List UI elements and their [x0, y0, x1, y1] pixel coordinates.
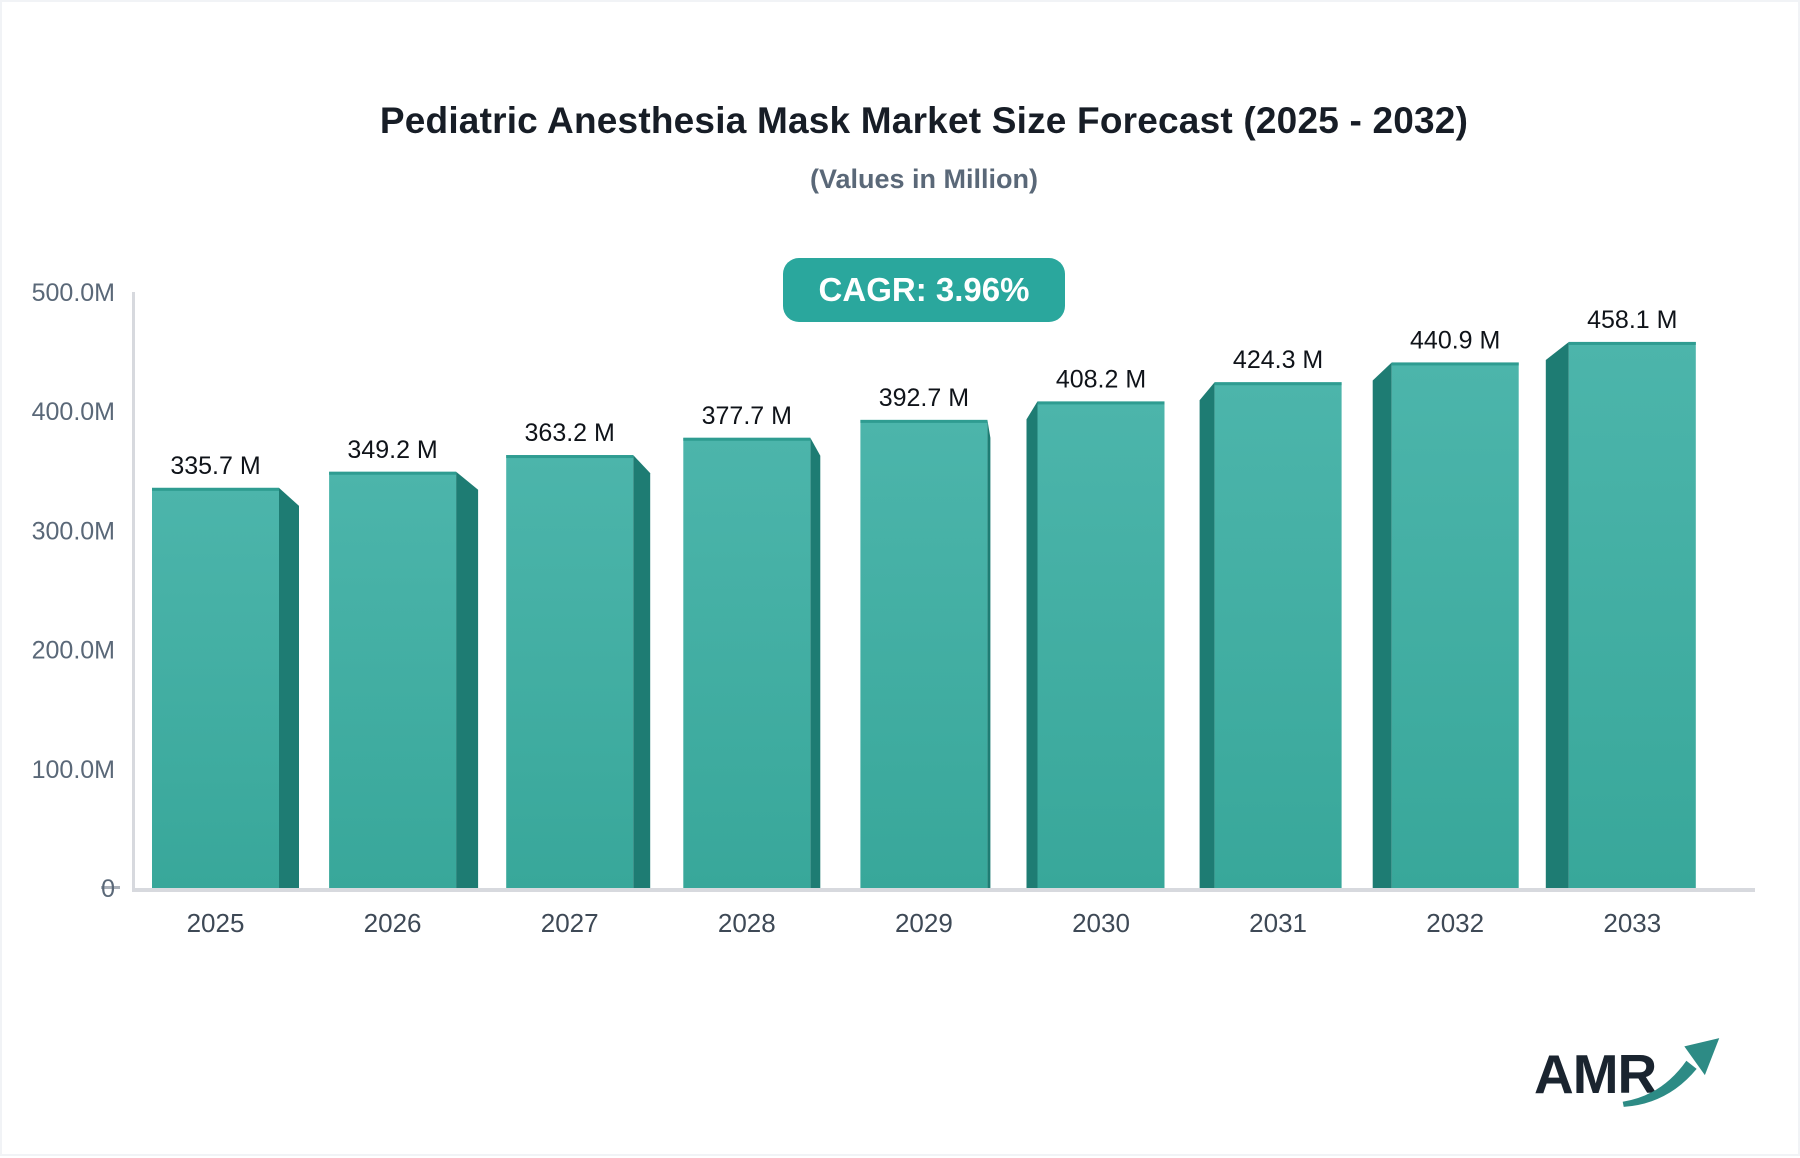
- bar-top-edge: [1391, 362, 1519, 366]
- y-axis-label: 200.0M: [32, 637, 115, 665]
- bar-value-label: 363.2 M: [525, 419, 615, 447]
- growth-arrow-icon: [1622, 1038, 1720, 1107]
- bar-side-2027: [633, 455, 651, 891]
- bar-2033: [1568, 341, 1696, 891]
- zero-tick: [101, 886, 120, 889]
- x-axis-label: 2027: [541, 908, 599, 938]
- bar-top-edge: [1214, 382, 1342, 386]
- amr-logo: AMR: [1534, 1034, 1734, 1130]
- bar-top-edge: [329, 471, 457, 475]
- y-axis-label: 100.0M: [32, 756, 115, 784]
- amr-logo-text: AMR: [1534, 1043, 1657, 1105]
- x-axis-label: 2025: [187, 908, 245, 938]
- page-title: Pediatric Anesthesia Mask Market Size Fo…: [379, 100, 1469, 141]
- cagr-badge: CAGR: 3.96%: [782, 258, 1066, 322]
- bar-value-label: 377.7 M: [702, 402, 792, 430]
- x-axis-label: 2030: [1072, 908, 1130, 938]
- bar-side-2029: [987, 419, 991, 891]
- x-axis-label: 2028: [718, 908, 776, 938]
- bar-top-edge: [860, 419, 988, 423]
- y-axis-label: 500.0M: [32, 279, 115, 307]
- bar-2029: [860, 419, 988, 891]
- bar-side-2033: [1545, 341, 1569, 891]
- bar-value-label: 440.9 M: [1410, 326, 1500, 354]
- bar-value-label: 392.7 M: [879, 384, 969, 412]
- bar-2027: [506, 455, 634, 891]
- cagr-badge-row: CAGR: 3.96%: [133, 258, 1715, 322]
- x-axis-label: 2031: [1249, 908, 1307, 938]
- bar-2025: [152, 487, 279, 891]
- y-axis-line: [132, 292, 135, 892]
- bar-value-label: 458.1 M: [1587, 306, 1677, 334]
- y-axis-label: 0: [101, 875, 115, 903]
- bar-2028: [683, 437, 811, 891]
- bar-top-edge: [152, 487, 279, 491]
- x-axis-label: 2029: [895, 908, 953, 938]
- y-axis-label: 400.0M: [32, 398, 115, 426]
- bar-top-edge: [1037, 401, 1165, 405]
- bar-top-edge: [506, 455, 634, 459]
- bar-value-label: 424.3 M: [1233, 346, 1323, 374]
- bar-side-2025: [279, 487, 299, 891]
- bar-2031: [1214, 382, 1342, 891]
- chart-subtitle: (Values in Million): [809, 164, 1039, 194]
- bar-value-label: 408.2 M: [1056, 365, 1146, 393]
- bar-side-2031: [1199, 382, 1215, 891]
- bar-value-label: 349.2 M: [347, 436, 437, 464]
- x-axis-label: 2026: [364, 908, 422, 938]
- x-axis-label: 2033: [1603, 908, 1661, 938]
- x-axis-line: [132, 888, 1755, 892]
- bar-side-2030: [1026, 401, 1038, 891]
- bar-side-2032: [1372, 362, 1392, 891]
- bar-top-edge: [683, 437, 811, 441]
- x-axis-label: 2032: [1426, 908, 1484, 938]
- bar-value-label: 335.7 M: [170, 452, 260, 480]
- bar-2030: [1037, 401, 1165, 891]
- bar-side-2028: [810, 437, 821, 891]
- bar-2032: [1391, 362, 1519, 891]
- y-axis-label: 300.0M: [32, 517, 115, 545]
- bar-top-edge: [1568, 341, 1696, 345]
- bar-side-2026: [456, 471, 479, 891]
- bar-2026: [329, 471, 457, 891]
